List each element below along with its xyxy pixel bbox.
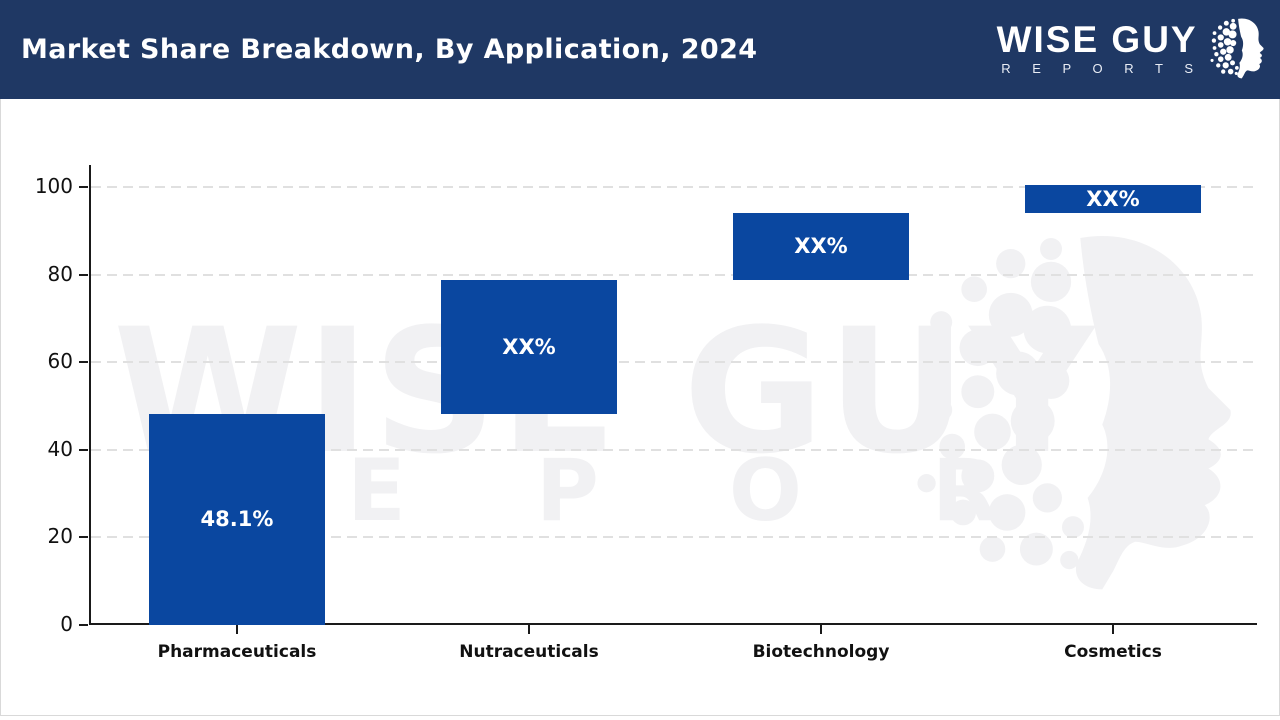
y-tick-20: [79, 536, 88, 539]
x-tick-3: [1112, 625, 1114, 634]
logo-subtitle: R E P O R T S: [1001, 61, 1202, 77]
bar-pharmaceuticals: 48.1%: [149, 414, 325, 625]
wise-guy-logo: WISE GUY R E P O R T S: [992, 6, 1266, 90]
y-tick-40: [79, 448, 88, 451]
y-tick-label-40: 40: [47, 436, 73, 461]
bar-value-label: XX%: [1086, 186, 1140, 211]
gridline-20: [91, 536, 1259, 539]
x-category-label: Nutraceuticals: [459, 642, 599, 662]
gridline-60: [91, 361, 1259, 364]
bar-cosmetics: XX%: [1025, 185, 1201, 214]
dotted-head-icon: [1210, 18, 1264, 79]
gridline-40: [91, 448, 1259, 451]
waterfall-chart: 0 20 40 60 80 100 48.1% Pharmaceuticals XX% Nutra…: [35, 165, 1259, 662]
y-tick-100: [79, 185, 88, 188]
y-tick-label-0: 0: [60, 612, 73, 636]
logo-text: WISE GUY R E P O R T S: [992, 18, 1202, 77]
header-bar: Market Share Breakdown, By Application, …: [0, 0, 1280, 99]
bar-biotechnology: XX%: [733, 213, 909, 281]
y-tick-label-80: 80: [47, 261, 73, 286]
bar-value-label: 48.1%: [200, 507, 274, 532]
gridline-100: [91, 185, 1259, 188]
y-tick-label-60: 60: [47, 349, 73, 374]
page-title: Market Share Breakdown, By Application, …: [21, 34, 758, 65]
logo-wordmark: WISE GUY: [996, 18, 1198, 60]
x-tick-0: [236, 625, 238, 634]
x-category-label: Cosmetics: [1064, 642, 1162, 662]
x-tick-1: [528, 625, 530, 634]
x-category-label: Pharmaceuticals: [157, 642, 317, 662]
y-tick-0: [79, 624, 88, 626]
y-tick-60: [79, 361, 88, 364]
bar-nutraceuticals: XX%: [441, 280, 617, 415]
bar-value-label: XX%: [502, 334, 556, 359]
y-tick-label-100: 100: [34, 173, 73, 198]
bar-value-label: XX%: [794, 234, 848, 259]
y-tick-label-20: 20: [47, 524, 73, 549]
x-category-label: Biotechnology: [752, 642, 890, 662]
chart-card: WISE GUY R E P O R T S 02040608010048.1%…: [0, 99, 1280, 716]
gridline-80: [91, 273, 1259, 276]
x-tick-2: [820, 625, 822, 634]
y-tick-80: [79, 273, 88, 276]
